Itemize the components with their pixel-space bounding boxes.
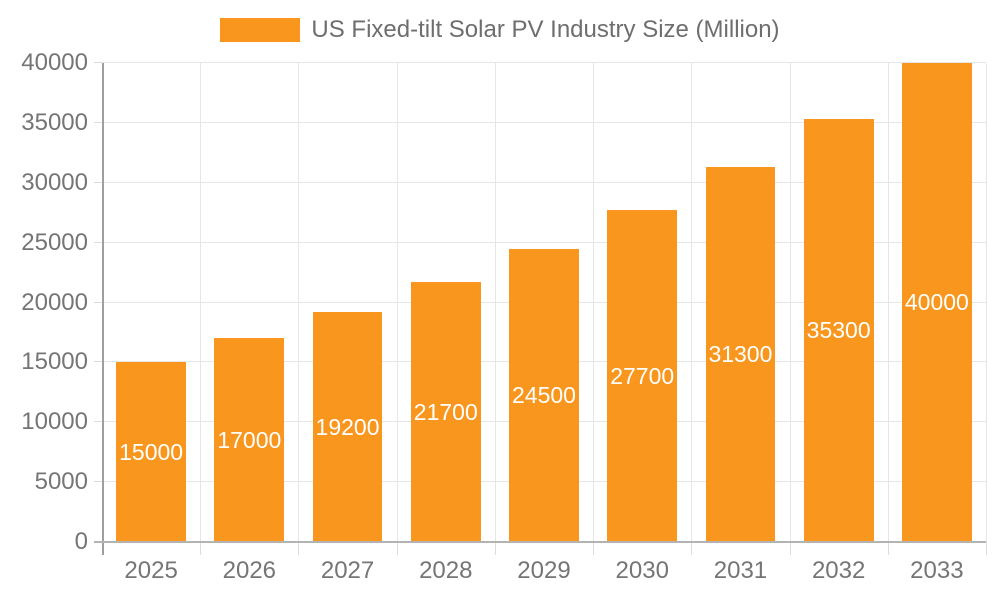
gridline-x-boundary-4 [494, 63, 496, 542]
legend-swatch [220, 18, 301, 42]
gridline-y-25000 [102, 241, 986, 243]
gridline-x-boundary-2 [298, 63, 300, 542]
x-axis-label-2032: 2032 [811, 557, 866, 584]
bar-2029[interactable]: 24500 [509, 248, 579, 542]
y-tick-25000 [94, 241, 102, 243]
gridline-y-40000 [102, 62, 986, 63]
y-axis-label-40000: 40000 [21, 49, 88, 76]
gridline-y-30000 [102, 181, 986, 183]
x-axis-label-2030: 2030 [615, 557, 669, 584]
bar-2025[interactable]: 15000 [116, 362, 186, 542]
y-axis-label-25000: 25000 [21, 228, 88, 256]
plot-area: 15000 17000 19200 21700 24500 27700 31300 35300… [94, 62, 987, 555]
y-tick-5000 [94, 481, 102, 483]
y-tick-30000 [94, 181, 102, 183]
y-axis-label-15000: 15000 [21, 348, 88, 376]
bar-value-label-2027: 19200 [315, 413, 380, 440]
bar-value-label-2030: 27700 [610, 362, 675, 389]
x-tick-5 [593, 542, 595, 555]
x-axis-label-2025: 2025 [124, 557, 178, 584]
bar-value-label-2028: 21700 [413, 398, 478, 425]
bar-value-label-2033: 40000 [904, 289, 969, 315]
y-tick-15000 [94, 361, 102, 363]
y-tick-20000 [94, 301, 102, 303]
chart-legend[interactable]: US Fixed-tilt Solar PV Industry Size (Mi… [0, 14, 1000, 46]
bar-value-label-2029: 24500 [512, 381, 576, 408]
gridline-x-boundary-8 [887, 63, 889, 542]
y-axis-line [102, 63, 104, 555]
bar-value-label-2026: 17000 [217, 426, 282, 453]
gridline-x-boundary-6 [691, 63, 693, 542]
x-tick-7 [789, 542, 791, 555]
bar-value-label-2032: 35300 [806, 317, 871, 344]
y-tick-40000 [94, 62, 102, 63]
y-axis-label-30000: 30000 [21, 168, 88, 196]
x-axis-label-2033: 2033 [910, 557, 964, 584]
x-tick-4 [494, 542, 496, 555]
y-axis-labels: 0 5000 10000 15000 20000 25000 30000 35000 40000 [0, 49, 88, 555]
x-tick-2 [298, 542, 300, 555]
bar-value-label-2025: 15000 [119, 438, 184, 465]
y-axis-label-35000: 35000 [21, 108, 88, 136]
x-axis-label-2029: 2029 [517, 557, 571, 584]
bar-value-label-2031: 31300 [708, 341, 773, 368]
gridline-x-boundary-7 [789, 63, 791, 542]
gridline-y-35000 [102, 121, 986, 123]
x-tick-1 [200, 542, 202, 555]
x-axis-label-2027: 2027 [320, 557, 375, 584]
y-axis-label-20000: 20000 [21, 288, 88, 316]
x-axis-labels: 2025 2026 2027 2028 2029 2030 2031 2032 2033 [102, 557, 986, 585]
y-axis-label-5000: 5000 [34, 468, 88, 496]
x-tick-3 [396, 542, 398, 555]
gridline-x-boundary-5 [593, 63, 595, 542]
x-axis-label-2031: 2031 [713, 557, 768, 584]
bar-2033[interactable]: 40000 [902, 63, 972, 542]
bar-2030[interactable]: 27700 [607, 210, 678, 542]
bar-2028[interactable]: 21700 [410, 282, 481, 542]
y-tick-35000 [94, 121, 102, 123]
legend-label: US Fixed-tilt Solar PV Industry Size (Mi… [311, 16, 780, 43]
y-axis-label-10000: 10000 [21, 408, 88, 436]
x-axis-line [94, 541, 986, 543]
bar-2027[interactable]: 19200 [312, 312, 383, 542]
x-tick-6 [691, 542, 693, 555]
gridline-x-boundary-1 [200, 63, 202, 542]
x-tick-9 [986, 542, 987, 555]
bar-2032[interactable]: 35300 [803, 119, 874, 542]
bar-2026[interactable]: 17000 [214, 338, 285, 542]
bar-2031[interactable]: 31300 [705, 167, 776, 542]
x-tick-8 [887, 542, 889, 555]
x-axis-label-2026: 2026 [222, 557, 277, 584]
y-tick-10000 [94, 421, 102, 423]
y-axis-label-0: 0 [74, 528, 88, 555]
gridline-x-boundary-3 [396, 63, 398, 542]
x-axis-label-2028: 2028 [419, 557, 473, 584]
gridline-x-boundary-9 [986, 63, 987, 542]
